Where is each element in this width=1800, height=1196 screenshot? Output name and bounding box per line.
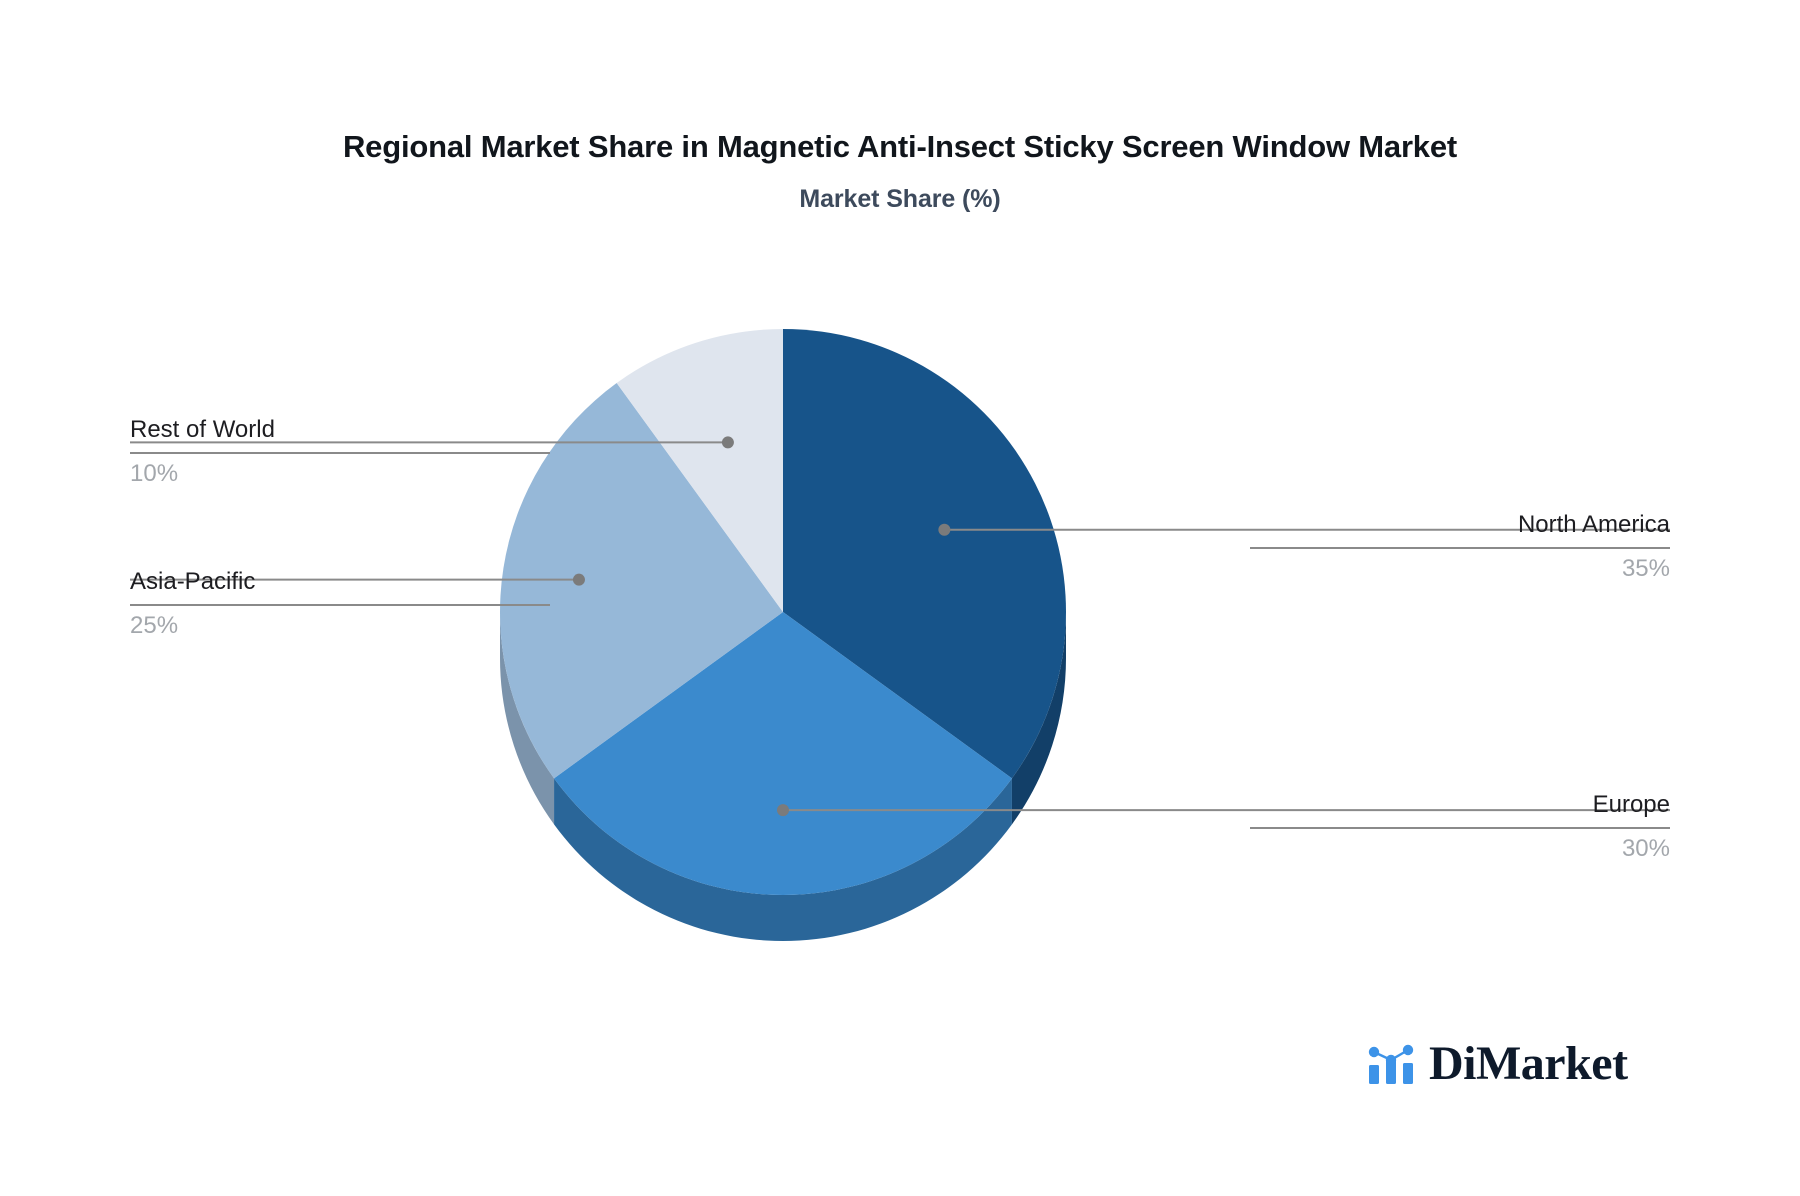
callout-rule [130,452,550,454]
callout-label-rest-of-world: Rest of World [130,416,275,443]
callout-label-north-america: North America [1517,511,1670,538]
brand-logo: DiMarket [1365,1040,1628,1088]
leader-dot-rest-of-world [721,436,734,449]
callout-europe[interactable]: Europe 30% [1250,790,1670,864]
pie-side-north-america [1011,612,1066,825]
callout-north-america[interactable]: North America 35% [1250,510,1670,584]
leader-dot-asia-pacific [572,573,585,586]
pie-slice-rest-of-world[interactable] [616,329,783,612]
title-block: Regional Market Share in Magnetic Anti-I… [0,128,1800,214]
callout-asia-pacific[interactable]: Asia-Pacific 25% [130,567,550,641]
callout-value-asia-pacific: 25% [130,612,179,639]
callout-rest-of-world[interactable]: Rest of World 10% [130,415,550,489]
chart-subtitle: Market Share (%) [799,185,1001,214]
callout-value-north-america: 35% [1621,555,1670,582]
pie-side-europe [554,778,1012,941]
callout-value-rest-of-world: 10% [130,460,179,487]
pie-slice-asia-pacific[interactable] [500,383,783,779]
leader-dot-europe [777,804,789,817]
callout-rule [1250,547,1670,549]
bar-chart-icon [1368,1044,1414,1084]
callout-label-asia-pacific: Asia-Pacific [130,568,256,595]
brand-name: DiMarket [1429,1037,1628,1090]
callout-label-europe: Europe [1592,791,1670,818]
callout-rule [1250,827,1670,829]
pie-slice-europe[interactable] [554,612,1012,895]
callout-value-europe: 30% [1621,835,1670,862]
pie-slice-tops [500,329,1066,895]
pie-side-asia-pacific [500,612,555,825]
pie-3d-side-walls [500,612,1066,941]
callout-rule [130,604,550,606]
pie-slice-north-america[interactable] [783,329,1066,779]
leader-dot-north-america [938,523,951,536]
pie-leader-lines [130,436,1670,817]
page-title: Regional Market Share in Magnetic Anti-I… [342,129,1458,164]
